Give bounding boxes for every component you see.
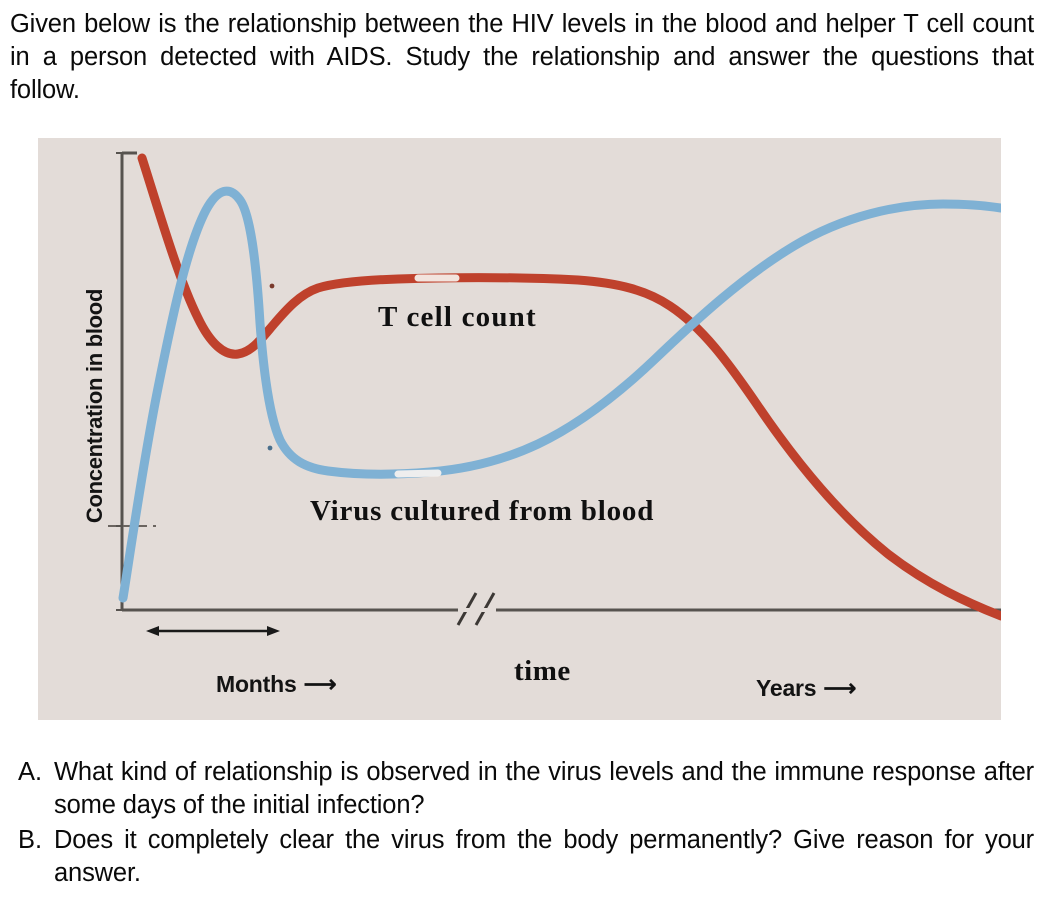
question-a-text: What kind of relationship is observed in… <box>54 758 1034 819</box>
years-phase-label: Years ⟶ <box>756 675 856 702</box>
question-item-a: A. What kind of relationship is observed… <box>18 756 1034 822</box>
tcell-count-curve <box>137 153 1001 621</box>
virus-cultured-label: Virus cultured from blood <box>310 495 655 527</box>
months-arrow-icon: ⟶ <box>303 671 337 697</box>
months-phase-text: Months <box>216 671 297 697</box>
months-phase-label: Months ⟶ <box>216 671 337 698</box>
y-axis-label: Concentration in blood <box>82 288 107 524</box>
hiv-tcell-figure: Concentration in blood T cell count Viru… <box>38 138 1001 720</box>
virus-curve-marker-speck <box>267 445 273 451</box>
question-b-text: Does it completely clear the virus from … <box>54 826 1034 887</box>
virus-level-curve <box>118 186 1001 603</box>
questions-list: A. What kind of relationship is observed… <box>18 756 1034 892</box>
tcell-count-label: T cell count <box>378 301 537 333</box>
years-arrow-icon: ⟶ <box>823 675 857 701</box>
x-axis-label: time <box>514 655 571 687</box>
x-axis-break-icon <box>456 592 496 626</box>
figure-svg <box>108 151 1001 636</box>
question-b-marker: B. <box>18 826 43 854</box>
question-a-marker: A. <box>18 758 43 786</box>
years-phase-text: Years <box>756 675 817 701</box>
virus-curve-highlight-gap <box>394 469 442 478</box>
tcell-curve-marker-speck <box>269 283 275 289</box>
intro-paragraph: Given below is the relationship between … <box>10 10 1034 104</box>
question-item-b: B. Does it completely clear the virus fr… <box>18 824 1034 890</box>
months-span-arrow <box>146 626 280 636</box>
